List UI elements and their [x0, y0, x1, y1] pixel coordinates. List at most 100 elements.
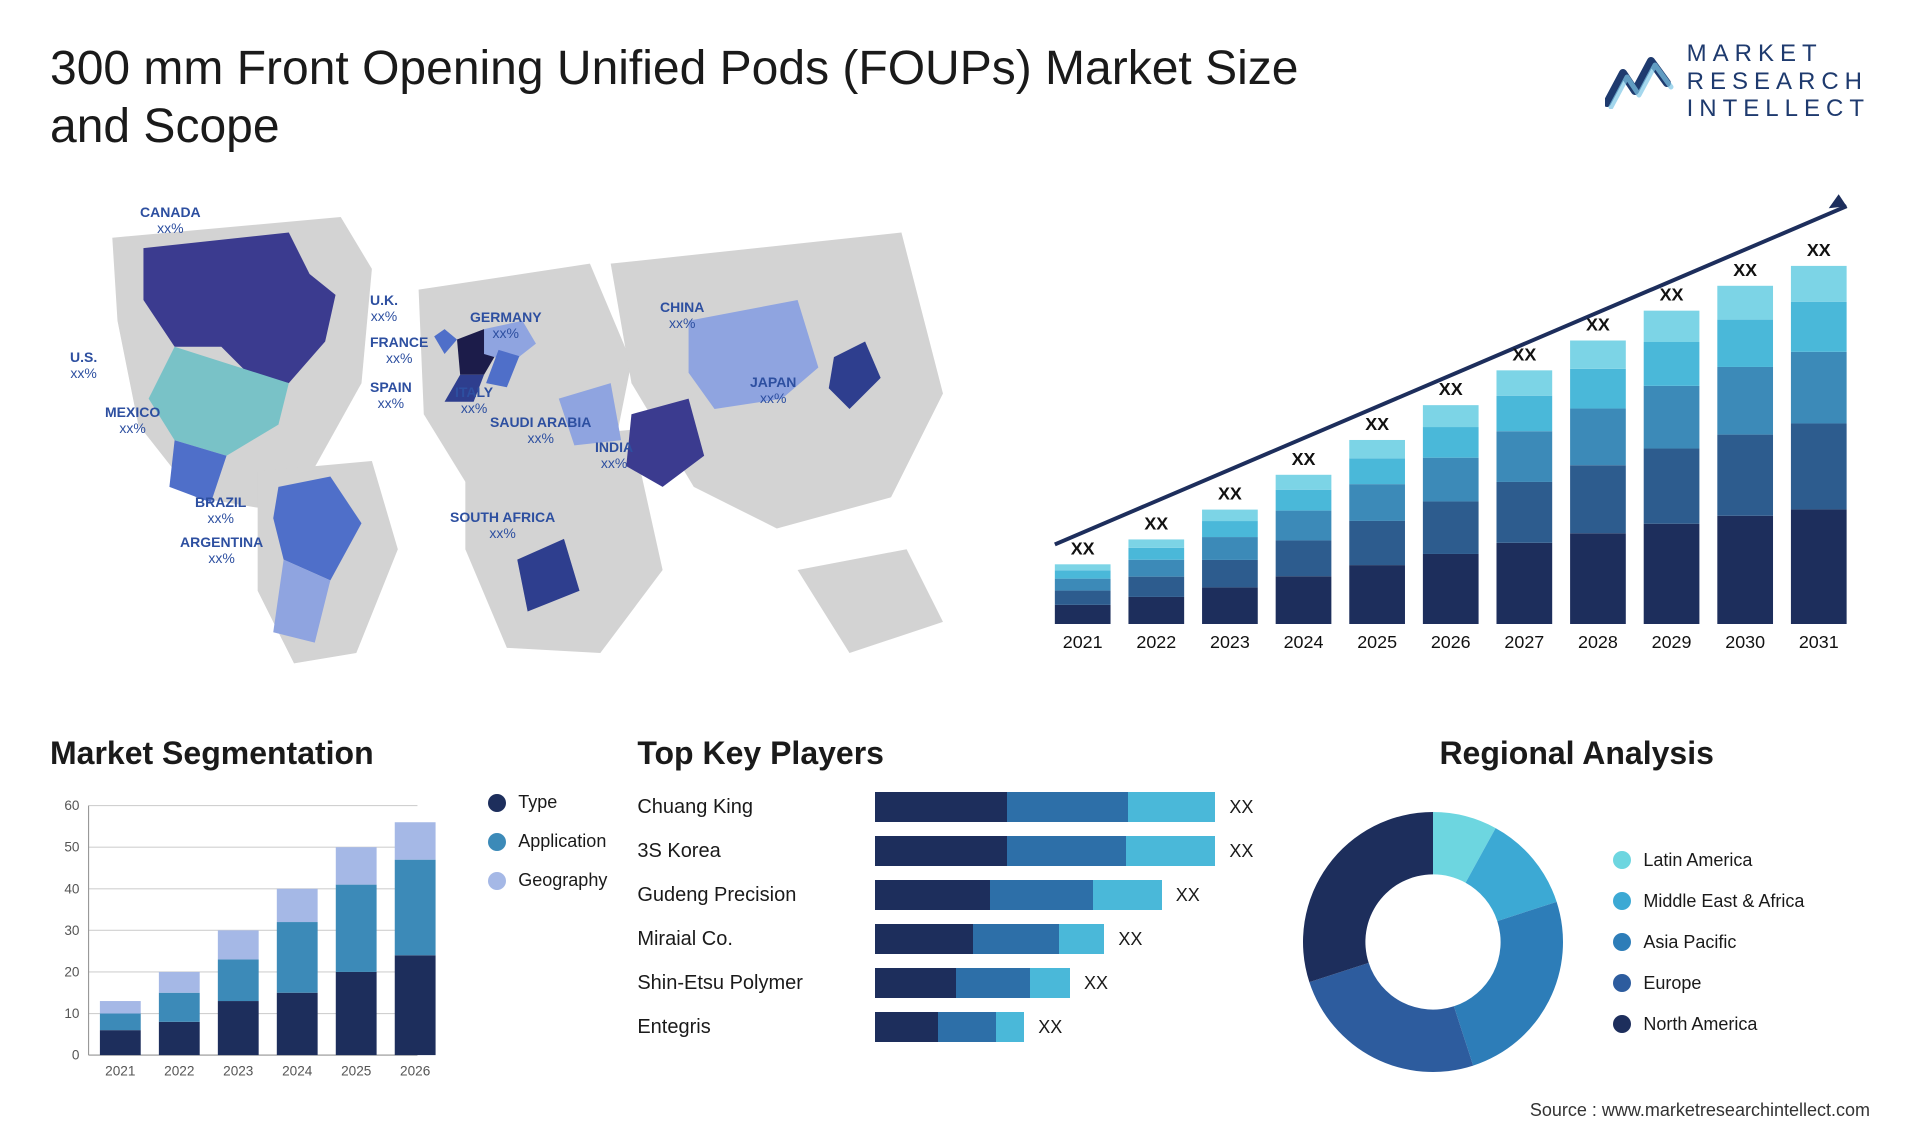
legend-swatch [488, 833, 506, 851]
player-bar [875, 880, 1161, 910]
player-bar-wrap: XX [875, 836, 1253, 866]
regional-legend: Latin AmericaMiddle East & AfricaAsia Pa… [1613, 850, 1804, 1035]
segmentation-chart: 0102030405060202120222023202420252026 [50, 792, 458, 1110]
map-label: U.S.xx% [70, 350, 97, 381]
legend-item: Latin America [1613, 850, 1804, 871]
logo-line2: RESEARCH [1687, 68, 1870, 96]
player-bar-wrap: XX [875, 924, 1253, 954]
svg-text:2023: 2023 [223, 1064, 253, 1079]
player-bar-segment [1128, 792, 1216, 822]
player-row: EntegrisXX [637, 1012, 1253, 1042]
svg-text:XX: XX [1659, 285, 1683, 305]
player-bar-segment [1030, 968, 1070, 998]
player-bar-segment [990, 880, 1093, 910]
player-bar [875, 792, 1215, 822]
map-label: GERMANYxx% [470, 310, 542, 341]
legend-label: Application [518, 831, 606, 852]
source-text: Source : www.marketresearchintellect.com [1530, 1100, 1870, 1121]
map-label: CHINAxx% [660, 300, 704, 331]
player-value: XX [1118, 929, 1142, 950]
player-bar [875, 968, 1070, 998]
legend-item: Geography [488, 870, 607, 891]
world-map: CANADAxx%U.S.xx%MEXICOxx%BRAZILxx%ARGENT… [50, 175, 985, 695]
legend-swatch [1613, 933, 1631, 951]
svg-text:2026: 2026 [400, 1064, 430, 1079]
svg-text:XX: XX [1733, 260, 1757, 280]
svg-text:10: 10 [64, 1006, 80, 1021]
map-label: SAUDI ARABIAxx% [490, 415, 591, 446]
legend-swatch [488, 872, 506, 890]
map-label: MEXICOxx% [105, 405, 160, 436]
svg-text:2022: 2022 [164, 1064, 194, 1079]
legend-swatch [1613, 892, 1631, 910]
player-row: Miraial Co. XX [637, 924, 1253, 954]
svg-text:20: 20 [64, 965, 80, 980]
player-name: 3S Korea [637, 840, 857, 863]
players-list: Chuang KingXX3S KoreaXXGudeng PrecisionX… [637, 792, 1253, 1042]
svg-text:2028: 2028 [1578, 632, 1618, 652]
svg-text:XX: XX [1365, 414, 1389, 434]
player-bar-wrap: XX [875, 880, 1253, 910]
svg-text:2023: 2023 [1210, 632, 1250, 652]
svg-text:40: 40 [64, 881, 80, 896]
svg-text:XX: XX [1217, 484, 1241, 504]
player-bar-segment [875, 924, 972, 954]
svg-text:XX: XX [1291, 449, 1315, 469]
legend-item: North America [1613, 1014, 1804, 1035]
regional-donut [1283, 792, 1583, 1092]
map-label: SOUTH AFRICAxx% [450, 510, 555, 541]
map-label: ITALYxx% [455, 385, 493, 416]
svg-text:2024: 2024 [1283, 632, 1323, 652]
svg-text:XX: XX [1070, 539, 1094, 559]
map-label: INDIAxx% [595, 440, 633, 471]
legend-item: Application [488, 831, 607, 852]
player-row: Chuang King XX [637, 792, 1253, 822]
player-value: XX [1038, 1017, 1062, 1038]
svg-text:XX: XX [1438, 379, 1462, 399]
regional-panel: Regional Analysis Latin AmericaMiddle Ea… [1283, 735, 1870, 1110]
page-title: 300 mm Front Opening Unified Pods (FOUPs… [50, 40, 1350, 155]
logo-line3: INTELLECT [1687, 95, 1870, 123]
legend-label: Type [518, 792, 557, 813]
player-name: Miraial Co. [637, 928, 857, 951]
player-bar-segment [1007, 792, 1128, 822]
svg-text:2022: 2022 [1136, 632, 1176, 652]
player-bar-segment [973, 924, 1059, 954]
segmentation-panel: Market Segmentation 01020304050602021202… [50, 735, 607, 1110]
svg-text:2029: 2029 [1651, 632, 1691, 652]
legend-label: Europe [1643, 973, 1701, 994]
player-value: XX [1176, 885, 1200, 906]
player-bar-segment [1093, 880, 1162, 910]
svg-text:0: 0 [72, 1048, 80, 1063]
brand-logo: MARKET RESEARCH INTELLECT [1605, 40, 1870, 123]
player-row: Gudeng PrecisionXX [637, 880, 1253, 910]
svg-text:XX: XX [1586, 315, 1610, 335]
player-value: XX [1229, 841, 1253, 862]
map-label: ARGENTINAxx% [180, 535, 263, 566]
segmentation-legend: Type Application Geography [488, 792, 607, 891]
legend-label: Latin America [1643, 850, 1752, 871]
svg-text:XX: XX [1144, 514, 1168, 534]
legend-item: Middle East & Africa [1613, 891, 1804, 912]
growth-svg: XX2021XX2022XX2023XX2024XX2025XX2026XX20… [1025, 175, 1871, 695]
player-name: Chuang King [637, 796, 857, 819]
players-panel: Top Key Players Chuang KingXX3S KoreaXXG… [637, 735, 1253, 1110]
svg-text:2026: 2026 [1430, 632, 1470, 652]
player-bar [875, 1012, 1024, 1042]
player-value: XX [1229, 797, 1253, 818]
growth-chart: XX2021XX2022XX2023XX2024XX2025XX2026XX20… [1025, 175, 1871, 695]
player-bar-segment [1126, 836, 1215, 866]
player-name: Shin-Etsu Polymer [637, 972, 857, 995]
player-row: Shin-Etsu PolymerXX [637, 968, 1253, 998]
map-label: SPAINxx% [370, 380, 412, 411]
legend-label: Geography [518, 870, 607, 891]
legend-swatch [1613, 974, 1631, 992]
map-label: JAPANxx% [750, 375, 796, 406]
player-bar [875, 836, 1215, 866]
player-bar-segment [1059, 924, 1105, 954]
svg-text:2025: 2025 [1357, 632, 1397, 652]
logo-line1: MARKET [1687, 40, 1870, 68]
player-bar-segment [875, 792, 1007, 822]
svg-text:2024: 2024 [282, 1064, 313, 1079]
svg-text:2031: 2031 [1798, 632, 1838, 652]
